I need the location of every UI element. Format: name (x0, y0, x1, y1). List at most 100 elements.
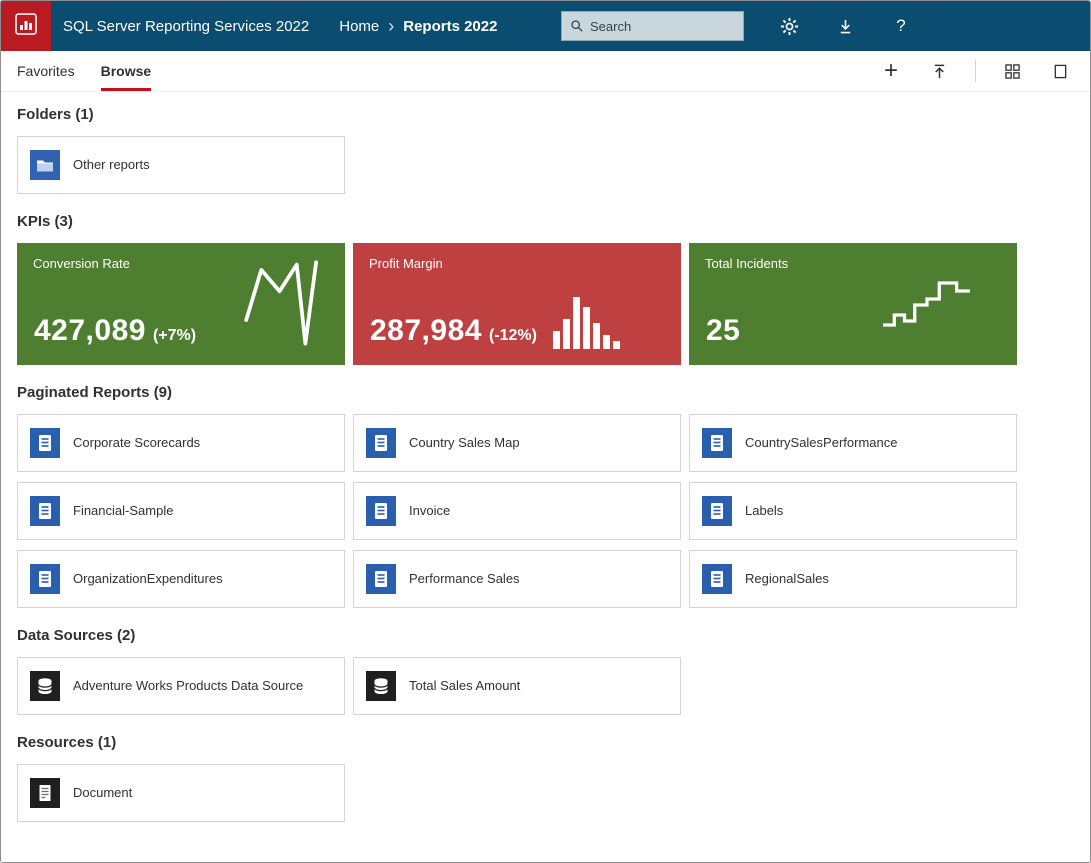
tile-label: Performance Sales (409, 570, 520, 586)
resources-grid: Document (17, 764, 1074, 822)
data-sources-grid: Adventure Works Products Data Source Tot… (17, 657, 1074, 715)
breadcrumb-current: Reports 2022 (403, 17, 498, 35)
new-button[interactable]: + (879, 59, 903, 83)
paginated-reports-grid: Corporate Scorecards Country Sales Map C… (17, 414, 1074, 608)
toolbar-divider (975, 60, 976, 82)
kpi-delta: (-12%) (488, 327, 537, 344)
paginated-reports-heading: Paginated Reports (9) (17, 384, 173, 401)
datasource-tile-adventure-works[interactable]: Adventure Works Products Data Source (17, 657, 345, 715)
ssrs-logo-icon (13, 11, 39, 42)
report-tile-countrysalesperformance[interactable]: CountrySalesPerformance (689, 414, 1017, 472)
tile-label: Financial-Sample (73, 502, 174, 518)
report-tile-corporate-scorecards[interactable]: Corporate Scorecards (17, 414, 345, 472)
breadcrumb-home[interactable]: Home (339, 17, 380, 35)
app-title[interactable]: SQL Server Reporting Services 2022 (63, 17, 310, 35)
header-actions: ? (778, 15, 912, 37)
kpi-delta: (+7%) (152, 327, 197, 344)
list-view-button[interactable] (1048, 59, 1072, 83)
toolbar-actions: + (879, 59, 1072, 83)
download-button[interactable] (834, 15, 856, 37)
kpi-value: 25 (706, 314, 741, 347)
tab-toolbar: Favorites Browse + (1, 51, 1090, 92)
tabs: Favorites Browse (17, 51, 152, 91)
tab-favorites[interactable]: Favorites (17, 51, 75, 91)
report-icon (366, 428, 396, 458)
search-input[interactable] (590, 18, 735, 34)
kpi-tile-profit-margin[interactable]: Profit Margin 287,984 (-12%) (353, 243, 681, 365)
tile-label: Country Sales Map (409, 434, 520, 450)
tile-label: CountrySalesPerformance (745, 434, 898, 450)
top-bar: SQL Server Reporting Services 2022 Home … (1, 1, 1090, 51)
report-icon (30, 496, 60, 526)
search-box[interactable] (561, 11, 744, 41)
tile-label: Other reports (73, 156, 150, 172)
resources-heading: Resources (1) (17, 734, 117, 751)
settings-button[interactable] (778, 15, 800, 37)
upload-icon (932, 63, 947, 80)
download-icon (838, 18, 853, 35)
folders-grid: Other reports (17, 136, 1074, 194)
data-sources-heading: Data Sources (2) (17, 627, 136, 644)
kpi-title: Total Incidents (705, 256, 789, 271)
bar-chart-icon (553, 297, 620, 349)
tile-label: Labels (745, 502, 784, 518)
breadcrumb-chevron-icon: › (388, 16, 395, 36)
browse-content: Folders (1) Other reports KPIs (3) Conve… (1, 92, 1090, 862)
line-chart-icon (244, 260, 318, 346)
report-icon (366, 564, 396, 594)
kpi-tile-conversion-rate[interactable]: Conversion Rate 427,089 (+7%) (17, 243, 345, 365)
report-icon (702, 428, 732, 458)
folder-icon (30, 150, 60, 180)
report-icon (30, 428, 60, 458)
tile-label: Total Sales Amount (409, 677, 521, 693)
report-icon (702, 564, 732, 594)
help-icon: ? (896, 16, 906, 35)
search-icon (570, 19, 584, 33)
tile-label: Document (73, 784, 133, 800)
tiles-view-button[interactable] (1000, 59, 1024, 83)
tab-favorites-label: Favorites (17, 63, 75, 79)
help-button[interactable]: ? (890, 15, 912, 37)
report-tile-regionalsales[interactable]: RegionalSales (689, 550, 1017, 608)
folders-heading: Folders (1) (17, 106, 94, 123)
tab-browse-label: Browse (100, 63, 152, 79)
breadcrumb: Home › Reports 2022 (339, 17, 497, 35)
tab-browse[interactable]: Browse (100, 51, 152, 91)
tile-label: RegionalSales (745, 570, 829, 586)
kpi-value-row: 427,089 (+7%) (34, 314, 196, 348)
upload-button[interactable] (927, 59, 951, 83)
report-tile-invoice[interactable]: Invoice (353, 482, 681, 540)
tile-label: Corporate Scorecards (73, 434, 201, 450)
kpi-title: Profit Margin (369, 256, 443, 271)
tile-label: OrganizationExpenditures (73, 570, 223, 586)
report-icon (702, 496, 732, 526)
step-chart-icon (883, 281, 970, 327)
kpi-value: 427,089 (34, 314, 146, 347)
report-icon (366, 496, 396, 526)
kpi-value-row: 287,984 (-12%) (370, 314, 537, 348)
kpis-heading: KPIs (3) (17, 213, 73, 230)
datasource-tile-total-sales-amount[interactable]: Total Sales Amount (353, 657, 681, 715)
kpi-tile-total-incidents[interactable]: Total Incidents 25 (689, 243, 1017, 365)
tiles-view-icon (1004, 63, 1020, 79)
report-tile-financial-sample[interactable]: Financial-Sample (17, 482, 345, 540)
folder-tile-other-reports[interactable]: Other reports (17, 136, 345, 194)
tile-label: Adventure Works Products Data Source (73, 677, 304, 693)
ssrs-logo[interactable] (1, 1, 51, 51)
kpi-value-row: 25 (706, 314, 747, 348)
report-tile-labels[interactable]: Labels (689, 482, 1017, 540)
tile-label: Invoice (409, 502, 451, 518)
kpi-grid: Conversion Rate 427,089 (+7%) Profit Mar… (17, 243, 1074, 365)
report-icon (30, 564, 60, 594)
gear-icon (780, 17, 799, 36)
kpi-title: Conversion Rate (33, 256, 130, 271)
plus-icon: + (883, 57, 898, 84)
database-icon (30, 671, 60, 701)
list-view-icon (1053, 64, 1068, 79)
kpi-value: 287,984 (370, 314, 482, 347)
report-tile-country-sales-map[interactable]: Country Sales Map (353, 414, 681, 472)
resource-tile-document[interactable]: Document (17, 764, 345, 822)
database-icon (366, 671, 396, 701)
report-tile-performance-sales[interactable]: Performance Sales (353, 550, 681, 608)
report-tile-organizationexpenditures[interactable]: OrganizationExpenditures (17, 550, 345, 608)
